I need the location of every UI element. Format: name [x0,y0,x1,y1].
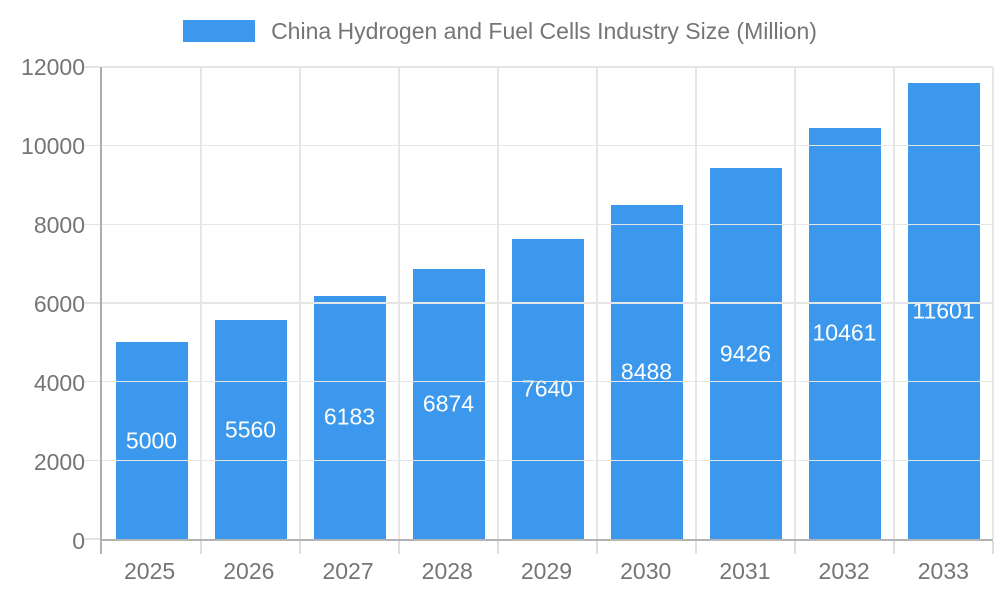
bar-cell: 5560 [201,67,300,539]
x-tick-label: 2033 [917,558,969,584]
x-axis-tick [596,541,598,554]
bar-cell: 10461 [795,67,894,539]
h-gridline [102,144,993,147]
bar-2026: 5560 [214,320,287,539]
y-tick-label: 4000 [33,370,85,396]
y-tick-label: 2000 [33,449,85,475]
bar-cell: 6874 [399,67,498,539]
h-gridline [102,459,993,462]
y-axis-tick [84,66,100,68]
x-tick-label: 2032 [818,558,870,584]
plot-area: 5000 5560 6183 6874 7640 8488 9426 10461 11601 [84,66,994,554]
bar-value-label: 6183 [323,403,376,430]
v-gridline [398,67,400,539]
y-tick-label: 0 [72,528,85,554]
bar-2033: 11601 [907,82,980,539]
bar-value-label: 11601 [912,297,975,324]
bar-series: 5000 5560 6183 6874 7640 8488 9426 10461 11601 [102,67,993,539]
bar-cell: 6183 [300,67,399,539]
y-tick-label: 12000 [21,54,85,80]
x-tick-label: 2028 [421,558,473,584]
bar-value-label: 5560 [224,416,277,443]
y-axis-tick [84,380,100,383]
bar-value-label: 8488 [620,358,673,385]
x-axis-tick [893,541,895,554]
h-gridline [102,302,993,304]
bar-2030: 8488 [610,205,683,539]
legend-label: China Hydrogen and Fuel Cells Industry S… [271,17,817,44]
x-tick-label: 2030 [620,558,672,584]
y-axis-extension [100,541,102,554]
bar-2029: 7640 [511,238,584,539]
x-axis-tick [992,541,994,554]
v-gridline [893,67,895,539]
bar-2031: 9426 [709,168,782,539]
h-gridline [102,380,993,383]
x-tick-label: 2029 [520,558,573,584]
v-gridline [992,67,994,539]
bar-value-label: 5000 [125,427,178,454]
bar-cell: 11601 [894,67,993,539]
y-tick-label: 6000 [33,291,85,317]
x-tick-label: 2027 [322,558,374,584]
y-tick-label: 8000 [33,212,85,238]
x-axis-tick [695,541,697,554]
y-axis-tick [84,538,100,540]
h-gridline [102,66,993,68]
x-tick-label: 2026 [223,558,275,584]
x-tick-label: 2031 [719,558,771,584]
x-axis-tick [398,541,400,554]
y-axis-tick [84,144,100,147]
x-tick-label: 2025 [124,558,176,584]
v-gridline [596,67,598,539]
bar-2025: 5000 [115,342,188,539]
v-gridline [200,67,202,539]
bar-2032: 10461 [808,127,881,539]
bar-cell: 5000 [102,67,201,539]
h-gridline [102,223,993,226]
bar-2028: 6874 [412,268,485,539]
x-axis-tick [794,541,796,554]
legend: China Hydrogen and Fuel Cells Industry S… [0,14,1000,48]
bar-value-label: 10461 [812,319,877,346]
v-gridline [497,67,499,539]
bar-cell: 7640 [498,67,597,539]
y-axis-tick [84,302,100,304]
bar-value-label: 7640 [521,375,574,402]
legend-swatch [183,20,256,42]
y-tick-label: 10000 [21,133,85,159]
bar-cell: 8488 [597,67,696,539]
v-gridline [695,67,697,539]
x-axis-tick [497,541,499,554]
v-gridline [299,67,301,539]
y-axis-tick [84,223,100,226]
x-axis-tick [200,541,202,554]
bar-value-label: 9426 [719,340,772,367]
bar-2027: 6183 [313,295,386,539]
bar-value-label: 6874 [422,390,475,417]
bar-cell: 9426 [696,67,795,539]
v-gridline [794,67,796,539]
x-axis-labels: 2025 2026 2027 2028 2029 2030 2031 2032 2033 [100,555,993,587]
y-axis-tick [84,459,100,462]
x-axis-tick [299,541,301,554]
